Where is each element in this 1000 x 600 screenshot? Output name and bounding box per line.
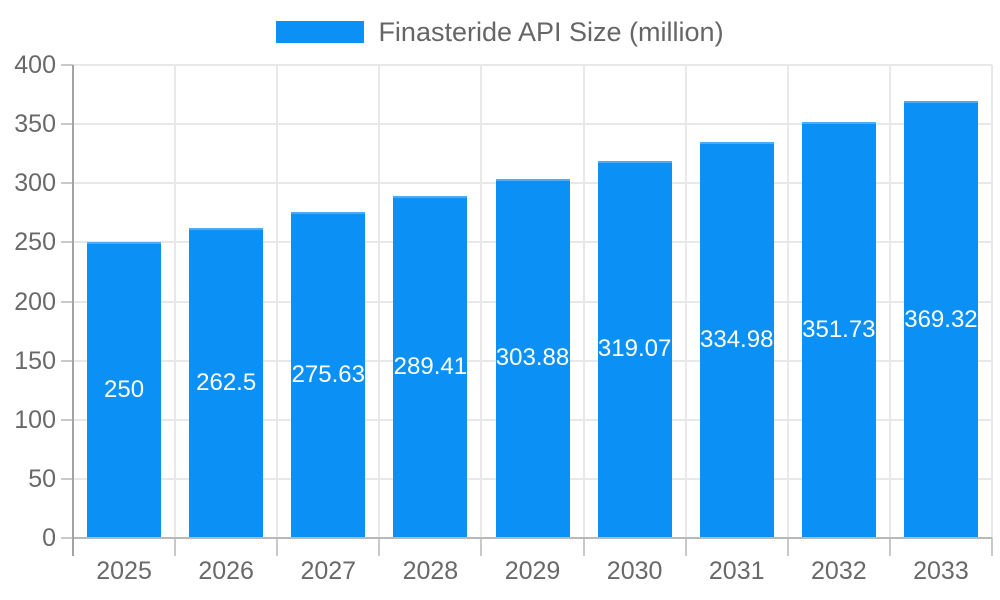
bar-value-label: 303.88 — [495, 344, 570, 372]
bar[interactable] — [87, 242, 162, 538]
y-axis-tick-label: 0 — [42, 524, 56, 552]
bar[interactable] — [495, 178, 570, 538]
bar-value-label: 319.07 — [597, 335, 672, 363]
x-axis-tick — [991, 538, 993, 556]
y-axis-tick — [61, 300, 73, 303]
v-gridline — [991, 65, 993, 538]
x-axis-tick-label: 2027 — [300, 557, 357, 585]
y-axis-line — [72, 65, 74, 556]
v-gridline — [378, 65, 381, 538]
y-axis-tick — [61, 359, 73, 362]
x-axis-tick — [480, 538, 483, 556]
v-gridline — [174, 65, 177, 538]
y-axis-tick-label: 50 — [28, 464, 56, 493]
bar-value-label: 250 — [104, 376, 145, 404]
bar[interactable] — [699, 141, 774, 538]
bar[interactable] — [393, 195, 468, 538]
bar-value-label: 351.73 — [802, 316, 876, 344]
bar-value-label: 334.98 — [700, 325, 774, 353]
y-axis-tick-label: 250 — [14, 228, 56, 257]
x-axis-tick-label: 2030 — [606, 557, 663, 585]
bar-value-label: 369.32 — [904, 305, 978, 333]
legend-swatch — [276, 21, 365, 43]
bar[interactable] — [597, 160, 672, 538]
plot-area: 250 262.5 275.63 289.41 303.88 319.07 334.98 35… — [72, 64, 993, 556]
y-axis-tick-label: 400 — [14, 51, 56, 79]
bar[interactable] — [903, 101, 978, 538]
bar[interactable] — [291, 212, 366, 538]
bar-value-label: 275.63 — [291, 361, 365, 389]
v-gridline — [786, 65, 789, 538]
x-axis-tick-label: 2029 — [504, 557, 561, 585]
bar-value-label: 262.5 — [196, 368, 257, 396]
y-axis-tick — [61, 241, 73, 244]
x-axis-tick-label: 2032 — [811, 557, 867, 585]
x-axis-tick-label: 2031 — [708, 557, 765, 585]
y-axis-tick-label: 100 — [14, 405, 56, 434]
x-axis-tick — [582, 538, 585, 556]
x-axis-tick-label: 2028 — [402, 557, 459, 585]
x-axis-tick — [174, 538, 177, 556]
y-axis-tick-label: 200 — [14, 287, 56, 316]
bar[interactable] — [801, 122, 876, 538]
x-axis-tick-label: 2025 — [96, 557, 152, 585]
y-axis-tick — [61, 182, 73, 185]
h-gridline — [73, 64, 992, 66]
h-gridline — [73, 123, 992, 126]
v-gridline — [684, 65, 687, 538]
x-axis-tick-label: 2026 — [198, 557, 254, 585]
x-axis-line — [73, 537, 992, 539]
legend-label: Finasteride API Size (million) — [378, 16, 724, 47]
v-gridline — [582, 65, 585, 538]
bar-value-label: 289.41 — [393, 352, 468, 380]
v-gridline — [276, 65, 279, 538]
y-axis-tick — [61, 123, 73, 126]
y-axis-tick — [61, 418, 73, 421]
x-axis-tick — [888, 538, 891, 556]
legend-item[interactable]: Finasteride API Size (million) — [0, 16, 1000, 48]
x-axis-tick-label: 2033 — [913, 557, 969, 585]
y-axis-tick-label: 350 — [14, 110, 56, 139]
x-axis-tick — [378, 538, 381, 556]
x-axis-tick — [786, 538, 789, 556]
bar[interactable] — [189, 227, 264, 538]
v-gridline — [888, 65, 891, 538]
y-axis-tick — [61, 64, 73, 66]
x-axis-tick — [684, 538, 687, 556]
y-axis-tick — [61, 477, 73, 480]
y-axis-tick-label: 300 — [14, 169, 56, 198]
v-gridline — [480, 65, 483, 538]
x-axis-tick — [276, 538, 279, 556]
y-axis-tick — [61, 537, 73, 539]
y-axis-tick-label: 150 — [14, 346, 56, 375]
